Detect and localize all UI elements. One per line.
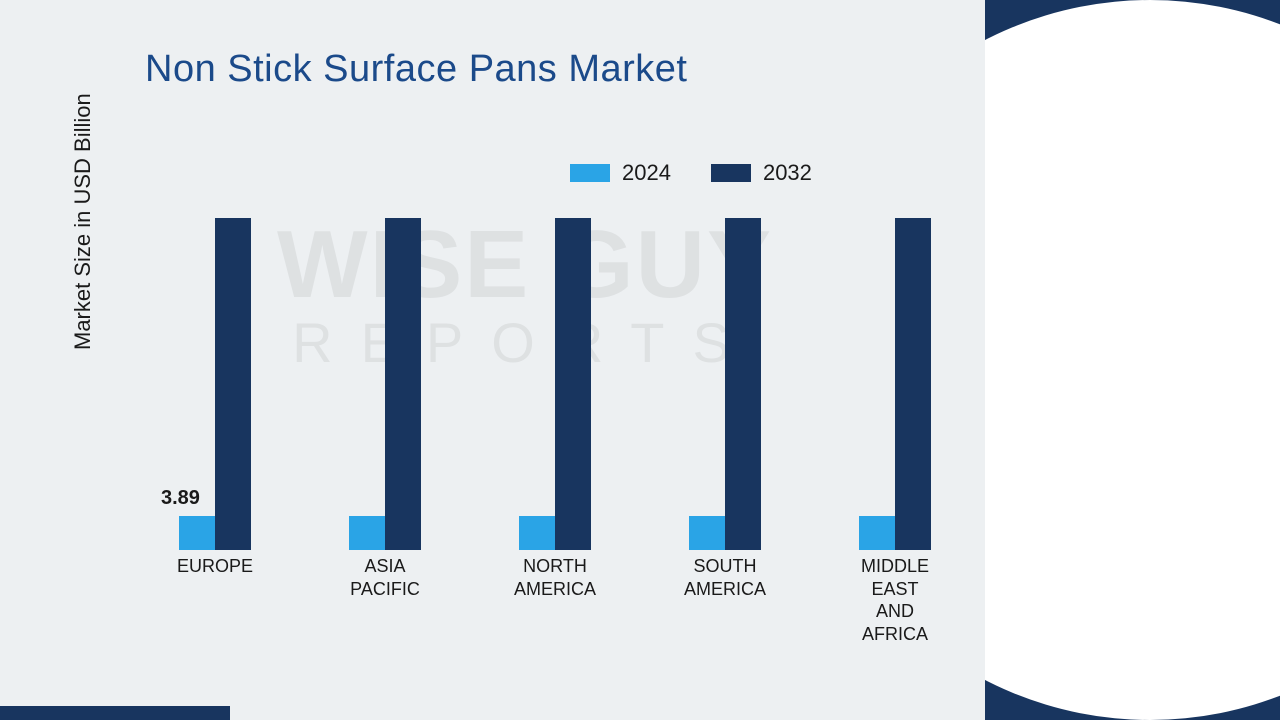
- bar: [689, 516, 725, 550]
- bottom-accent-strip: [0, 706, 230, 720]
- bar: [349, 516, 385, 550]
- chart-canvas: WISE GUY REPORTS Non Stick Surface Pans …: [0, 0, 1280, 720]
- category-label: EUROPE: [155, 555, 275, 578]
- brand-logo: WISE GUY REPORTS: [1064, 26, 1250, 81]
- legend-swatch-2024: [570, 164, 610, 182]
- bar: [215, 218, 251, 551]
- y-axis-label: Market Size in USD Billion: [70, 93, 96, 350]
- bar: [179, 516, 215, 550]
- category-label: NORTHAMERICA: [495, 555, 615, 600]
- bar: [555, 218, 591, 551]
- bar: [895, 218, 931, 551]
- category-label: ASIAPACIFIC: [325, 555, 445, 600]
- bar: [725, 218, 761, 551]
- legend: 2024 2032: [570, 160, 812, 186]
- category-label: SOUTHAMERICA: [665, 555, 785, 600]
- chart-area: Non Stick Surface Pans Market WISE GUY R…: [25, 0, 985, 720]
- bar: [385, 218, 421, 551]
- legend-label-2024: 2024: [622, 160, 671, 186]
- chart-title: Non Stick Surface Pans Market: [145, 48, 688, 91]
- legend-swatch-2032: [711, 164, 751, 182]
- brand-line1: WISE GUY: [1064, 26, 1250, 65]
- category-label: MIDDLEEASTANDAFRICA: [835, 555, 955, 645]
- legend-label-2032: 2032: [763, 160, 812, 186]
- bar: [519, 516, 555, 550]
- legend-item-2024: 2024: [570, 160, 671, 186]
- legend-item-2032: 2032: [711, 160, 812, 186]
- bar: [859, 516, 895, 550]
- brand-line2: REPORTS: [1064, 63, 1250, 81]
- plot-region: 3.89: [145, 200, 965, 550]
- bar-value-label: 3.89: [161, 487, 200, 510]
